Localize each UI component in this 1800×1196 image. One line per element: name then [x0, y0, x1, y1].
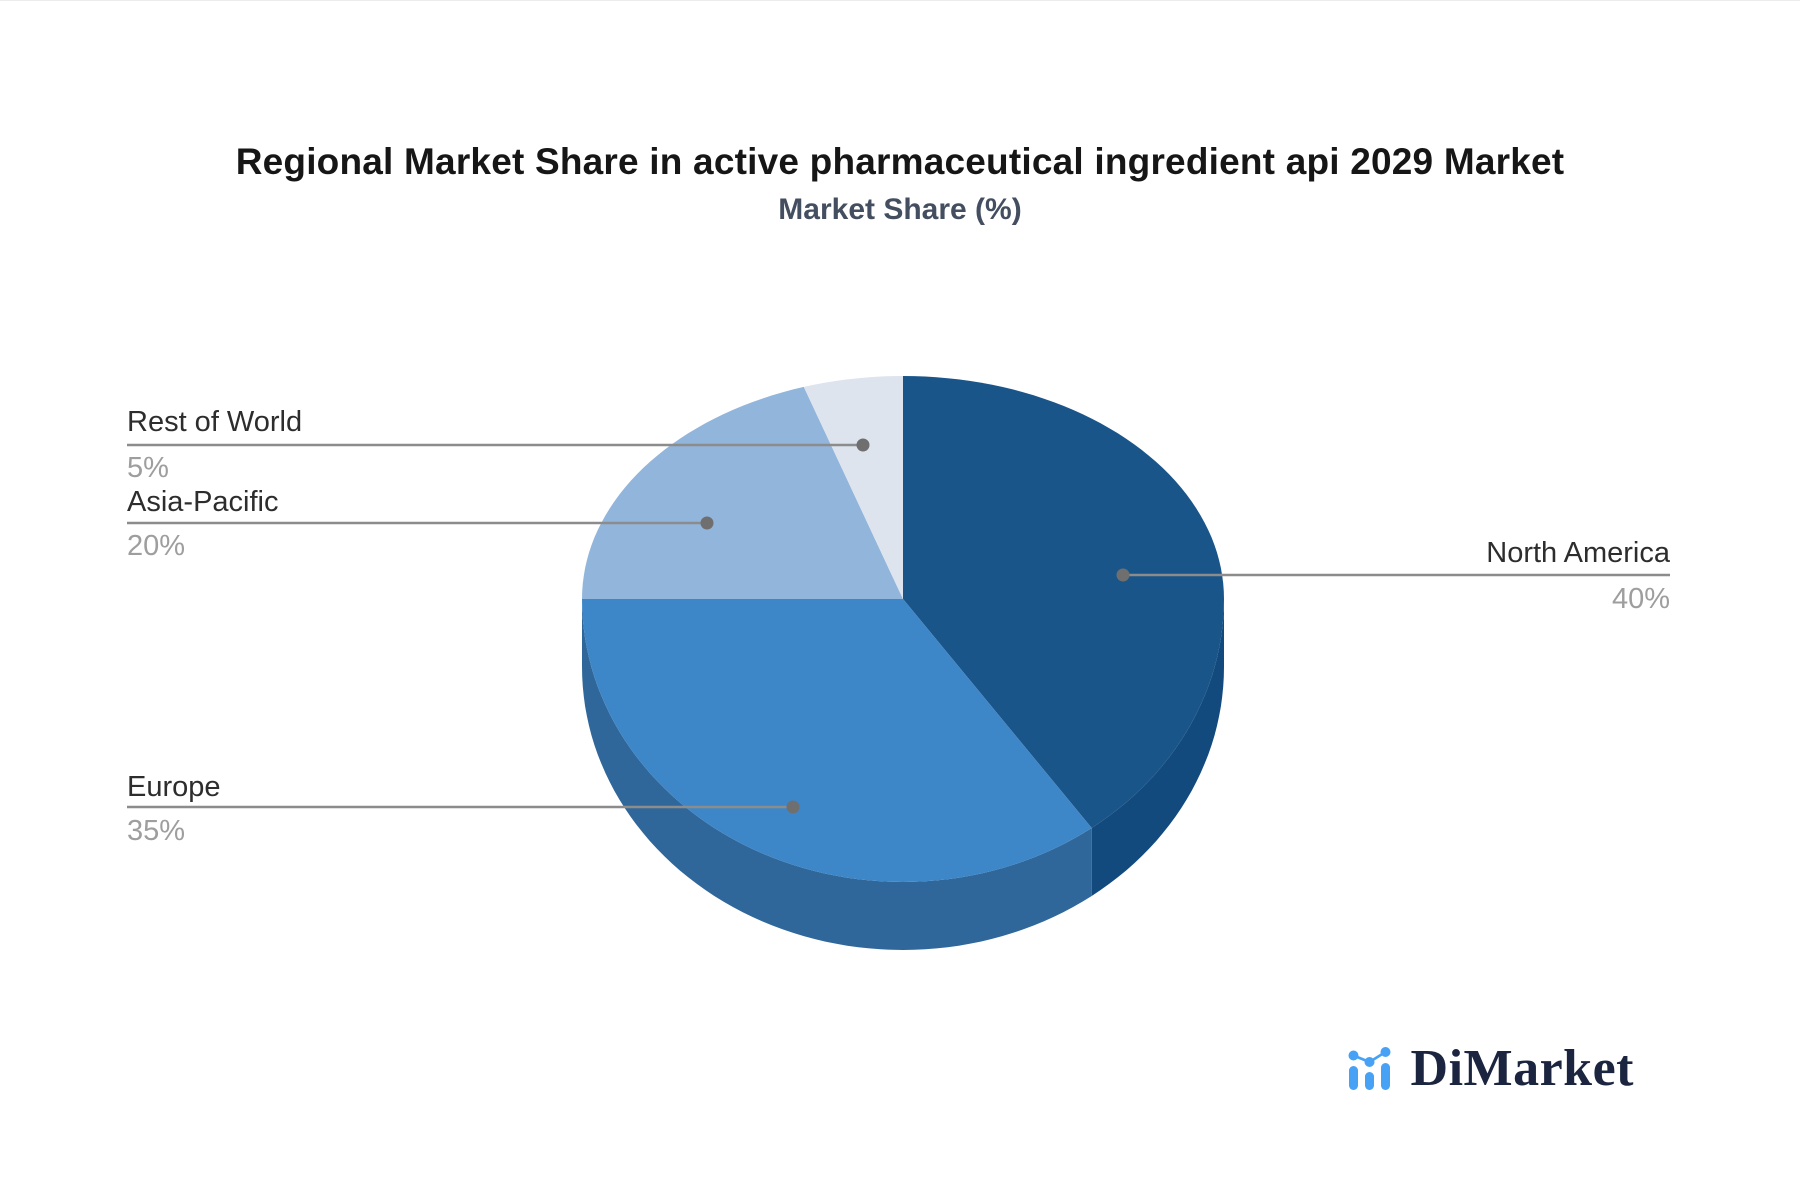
- callout-value-europe: 35%: [127, 815, 186, 847]
- callout-label-europe: Europe: [127, 771, 221, 803]
- chart-subtitle: Market Share (%): [778, 193, 1022, 226]
- callout-label-north-america: North America: [1486, 537, 1670, 569]
- dimarket-logo: DiMarket: [1346, 1043, 1634, 1095]
- pie-callout-lines: [127, 438, 1670, 814]
- pie-wall-north-america: [1091, 599, 1224, 896]
- callout-dot-asia-pacific: [700, 516, 714, 530]
- pie-slice-asia-pacific: [582, 386, 903, 599]
- callout-label-asia-pacific: Asia-Pacific: [127, 486, 279, 518]
- pie-slice-north-america: [903, 376, 1224, 828]
- callout-dot-rest-of-world: [856, 438, 870, 452]
- pie-slices: [582, 376, 1224, 882]
- callout-value-north-america: 40%: [1611, 583, 1670, 615]
- callout-label-rest-of-world: Rest of World: [127, 406, 303, 438]
- pie-depth-walls: [582, 599, 1224, 950]
- pie-slice-rest-of-world: [803, 376, 903, 599]
- dimarket-logo-text: DiMarket: [1410, 1040, 1634, 1097]
- bar-chart-logo-icon: [1348, 1047, 1391, 1090]
- callout-value-asia-pacific: 20%: [127, 530, 186, 562]
- callout-value-rest-of-world: 5%: [127, 452, 169, 484]
- pie-wall-europe: [582, 599, 1092, 950]
- pie-slice-europe: [582, 599, 1092, 882]
- callout-dot-europe: [786, 800, 800, 814]
- chart-title: Regional Market Share in active pharmace…: [235, 141, 1565, 182]
- callout-dot-north-america: [1116, 568, 1130, 582]
